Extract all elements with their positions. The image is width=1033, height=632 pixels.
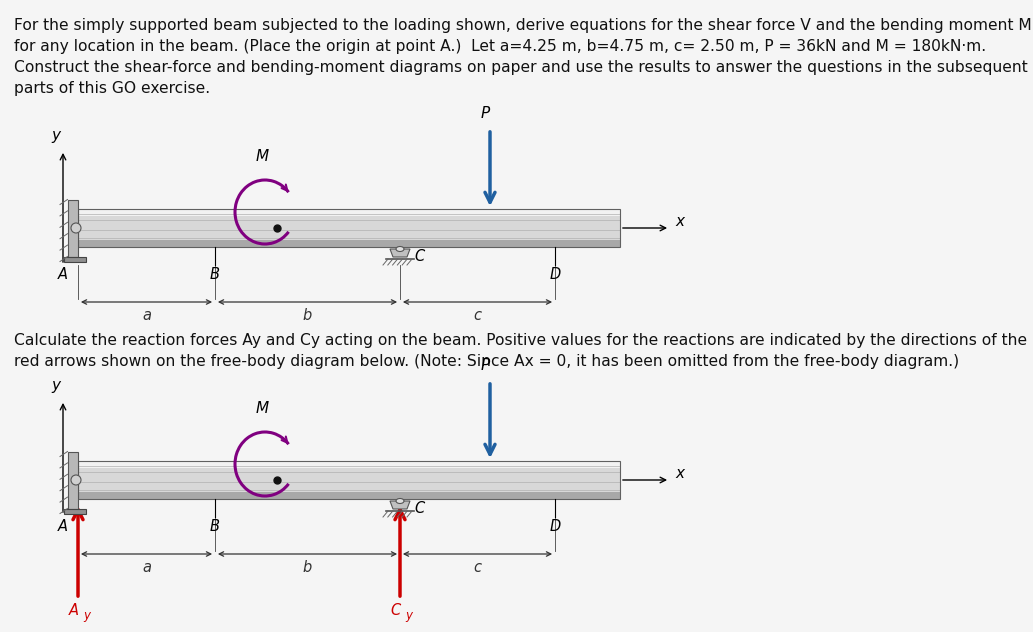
Bar <box>64 509 86 513</box>
Bar <box>68 451 79 509</box>
Text: b: b <box>303 560 312 575</box>
Circle shape <box>71 223 81 233</box>
Text: y: y <box>52 378 61 393</box>
Text: B: B <box>210 267 220 282</box>
Bar <box>79 209 620 216</box>
Ellipse shape <box>396 499 404 504</box>
Bar <box>79 240 620 247</box>
Text: y: y <box>405 609 412 622</box>
Text: A: A <box>58 267 68 282</box>
Text: c: c <box>473 560 481 575</box>
Bar <box>68 200 79 257</box>
Text: M: M <box>255 401 269 416</box>
Polygon shape <box>390 501 410 509</box>
Bar <box>79 461 620 499</box>
Text: P: P <box>480 358 490 373</box>
Text: y: y <box>52 128 61 143</box>
Bar <box>79 209 620 247</box>
Text: red arrows shown on the free-body diagram below. (Note: Since Ax = 0, it has bee: red arrows shown on the free-body diagra… <box>14 354 959 369</box>
Text: a: a <box>142 308 151 323</box>
Bar <box>79 209 620 247</box>
Text: x: x <box>675 214 684 229</box>
Text: Calculate the reaction forces Ay and Cy acting on the beam. Positive values for : Calculate the reaction forces Ay and Cy … <box>14 333 1027 348</box>
Ellipse shape <box>396 246 404 252</box>
Text: Construct the shear-force and bending-moment diagrams on paper and use the resul: Construct the shear-force and bending-mo… <box>14 60 1028 75</box>
Text: For the simply supported beam subjected to the loading shown, derive equations f: For the simply supported beam subjected … <box>14 18 1032 33</box>
Polygon shape <box>390 249 410 257</box>
Text: P: P <box>480 106 490 121</box>
Text: M: M <box>255 149 269 164</box>
Text: A: A <box>58 519 68 534</box>
Text: C: C <box>414 249 425 264</box>
Text: c: c <box>473 308 481 323</box>
Text: A: A <box>69 603 79 618</box>
Text: y: y <box>83 609 90 622</box>
Text: C: C <box>414 501 425 516</box>
Circle shape <box>71 475 81 485</box>
Text: a: a <box>142 560 151 575</box>
Text: for any location in the beam. (Place the origin at point A.)  Let a=4.25 m, b=4.: for any location in the beam. (Place the… <box>14 39 987 54</box>
Text: B: B <box>210 519 220 534</box>
Bar <box>79 492 620 499</box>
Text: b: b <box>303 308 312 323</box>
Bar <box>79 461 620 468</box>
Text: D: D <box>550 519 561 534</box>
Text: x: x <box>675 466 684 482</box>
Bar <box>64 257 86 262</box>
Text: C: C <box>390 603 401 618</box>
Text: D: D <box>550 267 561 282</box>
Bar <box>79 461 620 499</box>
Text: parts of this GO exercise.: parts of this GO exercise. <box>14 81 210 96</box>
